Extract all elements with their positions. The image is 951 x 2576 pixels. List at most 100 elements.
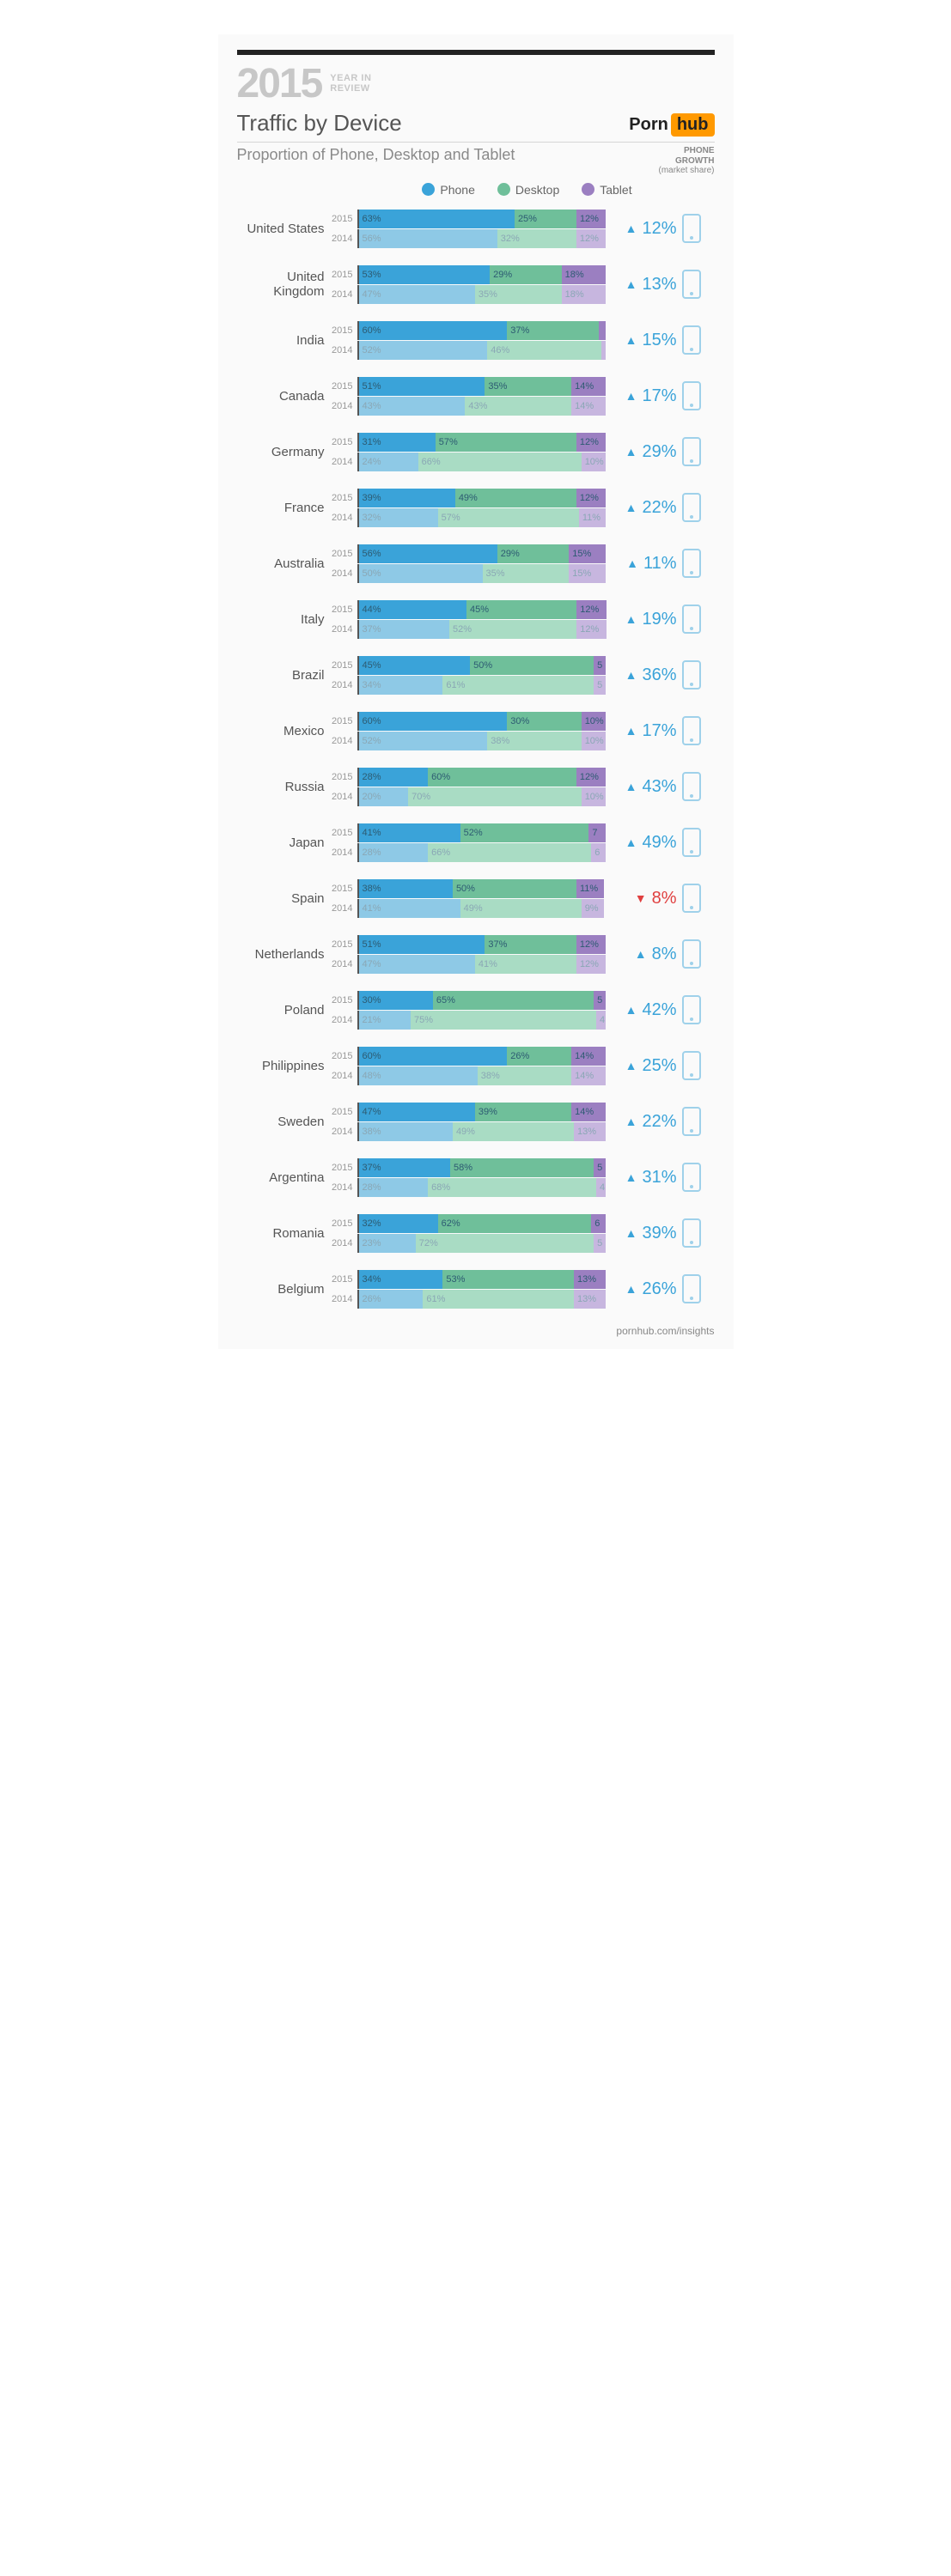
- growth-hdr-l2: GROWTH: [658, 156, 714, 167]
- stacked-bar: 41%52%7: [357, 823, 607, 842]
- bar-2015: 2015 53%29%18%: [332, 265, 607, 284]
- year-label: 2015: [332, 716, 357, 726]
- stacked-bar: 60%30%10%: [357, 712, 607, 731]
- stacked-bar: 26%61%13%: [357, 1290, 607, 1309]
- legend-phone: Phone: [422, 183, 474, 197]
- bar-2015: 2015 51%37%12%: [332, 935, 607, 954]
- year-label: 2014: [332, 345, 357, 355]
- growth-value: 29%: [642, 442, 676, 462]
- country-name: Germany: [237, 445, 332, 459]
- growth-value: 25%: [642, 1056, 676, 1076]
- phone-growth: ▲ 31%: [607, 1163, 701, 1192]
- phone-growth: ▲ 29%: [607, 437, 701, 466]
- year-label: 2014: [332, 1238, 357, 1249]
- stacked-bar: 52%46%: [357, 341, 607, 360]
- growth-arrow-icon: ▲: [635, 947, 647, 961]
- country-row: United States 2015 63%25%12% 2014 56%32%…: [237, 209, 715, 249]
- phone-growth: ▲ 17%: [607, 381, 701, 410]
- country-row: Poland 2015 30%65%5 2014 21%75%4 ▲ 42%: [237, 990, 715, 1030]
- growth-value: 42%: [642, 1000, 676, 1020]
- year-label: 2014: [332, 680, 357, 690]
- country-bars: 2015 31%57%12% 2014 24%66%10%: [332, 432, 607, 472]
- country-name: Australia: [237, 556, 332, 571]
- stacked-bar: 53%29%18%: [357, 265, 607, 284]
- stacked-bar: 37%58%5: [357, 1158, 607, 1177]
- growth-arrow-icon: ▲: [625, 668, 637, 682]
- bar-2015: 2015 37%58%5: [332, 1158, 607, 1177]
- stacked-bar: 31%57%12%: [357, 433, 607, 452]
- year-label: 2015: [332, 381, 357, 392]
- bar-2014: 2014 38%49%13%: [332, 1122, 607, 1141]
- phone-growth: ▼ 8%: [607, 884, 701, 913]
- country-name: Spain: [237, 891, 332, 906]
- stacked-bar: 44%45%12%: [357, 600, 607, 619]
- phone-icon: [682, 549, 701, 578]
- growth-arrow-icon: ▲: [625, 1003, 637, 1017]
- bar-2014: 2014 24%66%10%: [332, 453, 607, 471]
- phone-growth: ▲ 49%: [607, 828, 701, 857]
- stacked-bar: 28%66%6: [357, 843, 607, 862]
- growth-value: 8%: [652, 945, 677, 964]
- stacked-bar: 24%66%10%: [357, 453, 607, 471]
- bar-2015: 2015 39%49%12%: [332, 489, 607, 507]
- year-label: 2015: [332, 1107, 357, 1117]
- brand-logo: Porn hub: [628, 113, 714, 137]
- year-label: 2014: [332, 513, 357, 523]
- stacked-bar: 32%62%6: [357, 1214, 607, 1233]
- country-row: Brazil 2015 45%50%5 2014 34%61%5 ▲ 36%: [237, 655, 715, 696]
- phone-icon: [682, 772, 701, 801]
- stacked-bar: 30%65%5: [357, 991, 607, 1010]
- bar-2014: 2014 41%49%9%: [332, 899, 607, 918]
- year-label: 2014: [332, 401, 357, 411]
- bar-2015: 2015 34%53%13%: [332, 1270, 607, 1289]
- year-in-review: 2015 YEAR IN REVIEW: [237, 64, 715, 105]
- country-row: Australia 2015 56%29%15% 2014 50%35%15% …: [237, 544, 715, 584]
- stacked-bar: 43%43%14%: [357, 397, 607, 416]
- legend: Phone Desktop Tablet: [340, 183, 715, 197]
- phone-growth: ▲ 11%: [607, 549, 701, 578]
- bar-2015: 2015 47%39%14%: [332, 1103, 607, 1121]
- growth-arrow-icon: ▲: [625, 277, 637, 291]
- phone-icon: [682, 939, 701, 969]
- growth-arrow-icon: ▲: [625, 222, 637, 235]
- year-label: 2014: [332, 457, 357, 467]
- phone-icon: [682, 660, 701, 690]
- country-name: Argentina: [237, 1170, 332, 1185]
- phone-growth: ▲ 42%: [607, 995, 701, 1024]
- chart-title: Traffic by Device: [237, 110, 402, 137]
- phone-growth: ▲ 8%: [607, 939, 701, 969]
- phone-icon: [682, 1107, 701, 1136]
- top-rule: [237, 50, 715, 55]
- phone-growth: ▲ 13%: [607, 270, 701, 299]
- legend-label-phone: Phone: [440, 183, 474, 197]
- bar-2014: 2014 34%61%5: [332, 676, 607, 695]
- bar-2014: 2014 56%32%12%: [332, 229, 607, 248]
- country-bars: 2015 47%39%14% 2014 38%49%13%: [332, 1102, 607, 1142]
- growth-arrow-icon: ▲: [625, 780, 637, 793]
- infographic-frame: 2015 YEAR IN REVIEW Traffic by Device Po…: [218, 34, 734, 1349]
- bar-2015: 2015 28%60%12%: [332, 768, 607, 787]
- growth-value: 8%: [652, 889, 677, 908]
- country-bars: 2015 34%53%13% 2014 26%61%13%: [332, 1269, 607, 1309]
- growth-arrow-icon: ▲: [625, 389, 637, 403]
- country-rows: United States 2015 63%25%12% 2014 56%32%…: [237, 209, 715, 1309]
- year-label: 2015: [332, 214, 357, 224]
- phone-growth: ▲ 17%: [607, 716, 701, 745]
- country-name: Sweden: [237, 1115, 332, 1129]
- year-label: 2014: [332, 289, 357, 300]
- phone-growth: ▲ 22%: [607, 1107, 701, 1136]
- bar-2014: 2014 47%35%18%: [332, 285, 607, 304]
- stacked-bar: 56%29%15%: [357, 544, 607, 563]
- bar-2015: 2015 31%57%12%: [332, 433, 607, 452]
- country-name: Philippines: [237, 1059, 332, 1073]
- bar-2014: 2014 23%72%5: [332, 1234, 607, 1253]
- country-row: Mexico 2015 60%30%10% 2014 52%38%10% ▲ 1…: [237, 711, 715, 751]
- growth-value: 19%: [642, 610, 676, 629]
- country-row: India 2015 60%37% 2014 52%46% ▲ 15%: [237, 320, 715, 361]
- footer-credit: pornhub.com/insights: [237, 1325, 715, 1337]
- phone-icon: [682, 1274, 701, 1303]
- growth-arrow-icon: ▲: [625, 445, 637, 459]
- bar-2014: 2014 28%68%4: [332, 1178, 607, 1197]
- bar-2014: 2014 37%52%12%: [332, 620, 607, 639]
- country-row: Germany 2015 31%57%12% 2014 24%66%10% ▲ …: [237, 432, 715, 472]
